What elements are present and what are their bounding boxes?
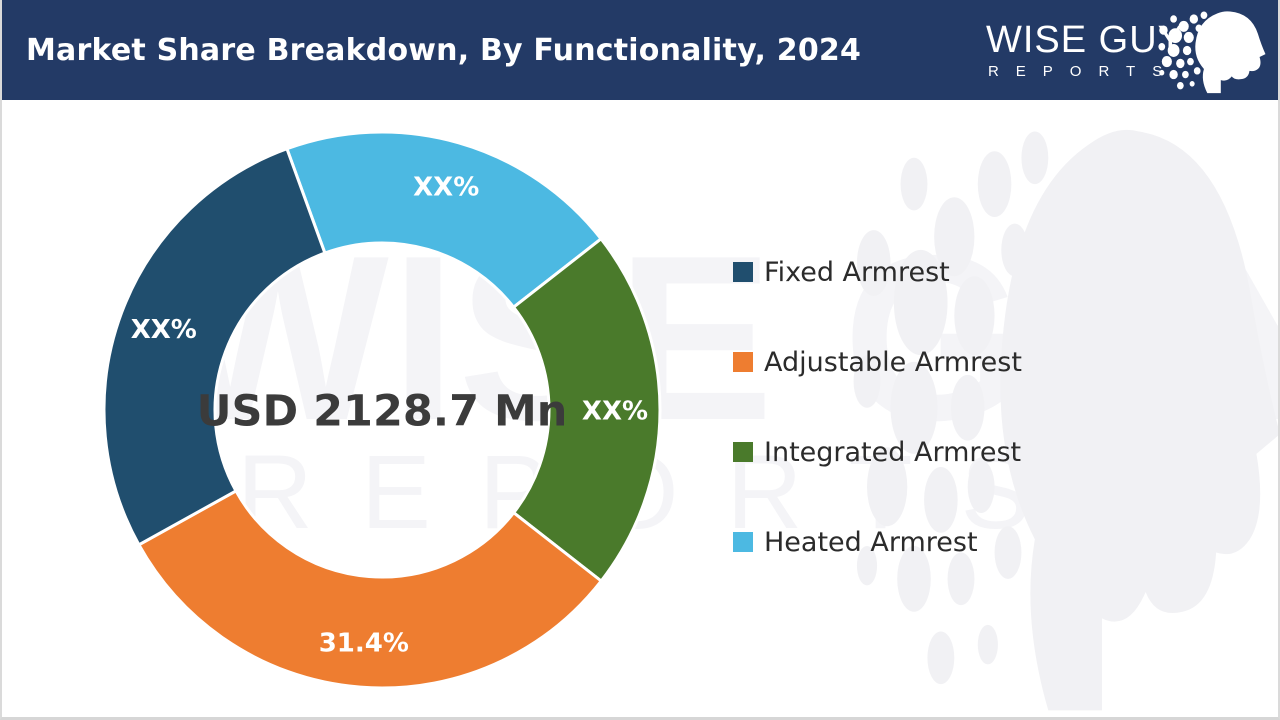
watermark-head-icon [853, 129, 1278, 711]
donut-slice-integrated-armrest [512, 237, 662, 583]
legend-label: Adjustable Armrest [764, 346, 1022, 378]
page-title: Market Share Breakdown, By Functionality… [26, 32, 862, 68]
legend-item-heated-armrest: Heated Armrest [733, 525, 1022, 559]
legend-label: Heated Armrest [764, 526, 978, 558]
slice-label-integrated-armrest: XX% [582, 396, 648, 426]
brand-subtitle: REPORTS [987, 63, 1180, 80]
slice-label-fixed-armrest: XX% [131, 315, 197, 345]
legend-swatch [733, 532, 753, 552]
legend-item-fixed-armrest: Fixed Armrest [733, 255, 1022, 289]
slice-label-adjustable-armrest: 31.4% [319, 629, 409, 659]
brand-logo-text: WISE GUY REPORTS [986, 21, 1184, 79]
donut-chart: USD 2128.7 Mn XX% 31.4% XX% XX% [102, 130, 662, 690]
chart-center-value: USD 2128.7 Mn [197, 386, 568, 436]
legend-item-adjustable-armrest: Adjustable Armrest [733, 345, 1022, 379]
donut-slice-adjustable-armrest [137, 489, 603, 690]
brand-head-icon [1158, 11, 1266, 94]
legend: Fixed Armrest Adjustable Armrest Integrate… [733, 255, 1022, 615]
brand-name: WISE GUY [985, 19, 1184, 61]
legend-swatch [733, 442, 753, 462]
header: Market Share Breakdown, By Functionality… [2, 0, 1278, 100]
legend-swatch [733, 352, 753, 372]
legend-item-integrated-armrest: Integrated Armrest [733, 435, 1022, 469]
slice-label-heated-armrest: XX% [413, 172, 479, 202]
brand-logo: WISE GUY REPORTS [986, 6, 1268, 94]
legend-swatch [733, 262, 753, 282]
donut-slice-heated-armrest [285, 130, 603, 309]
donut-slice-fixed-armrest [102, 147, 327, 547]
legend-label: Integrated Armrest [764, 436, 1022, 468]
legend-label: Fixed Armrest [764, 256, 950, 288]
